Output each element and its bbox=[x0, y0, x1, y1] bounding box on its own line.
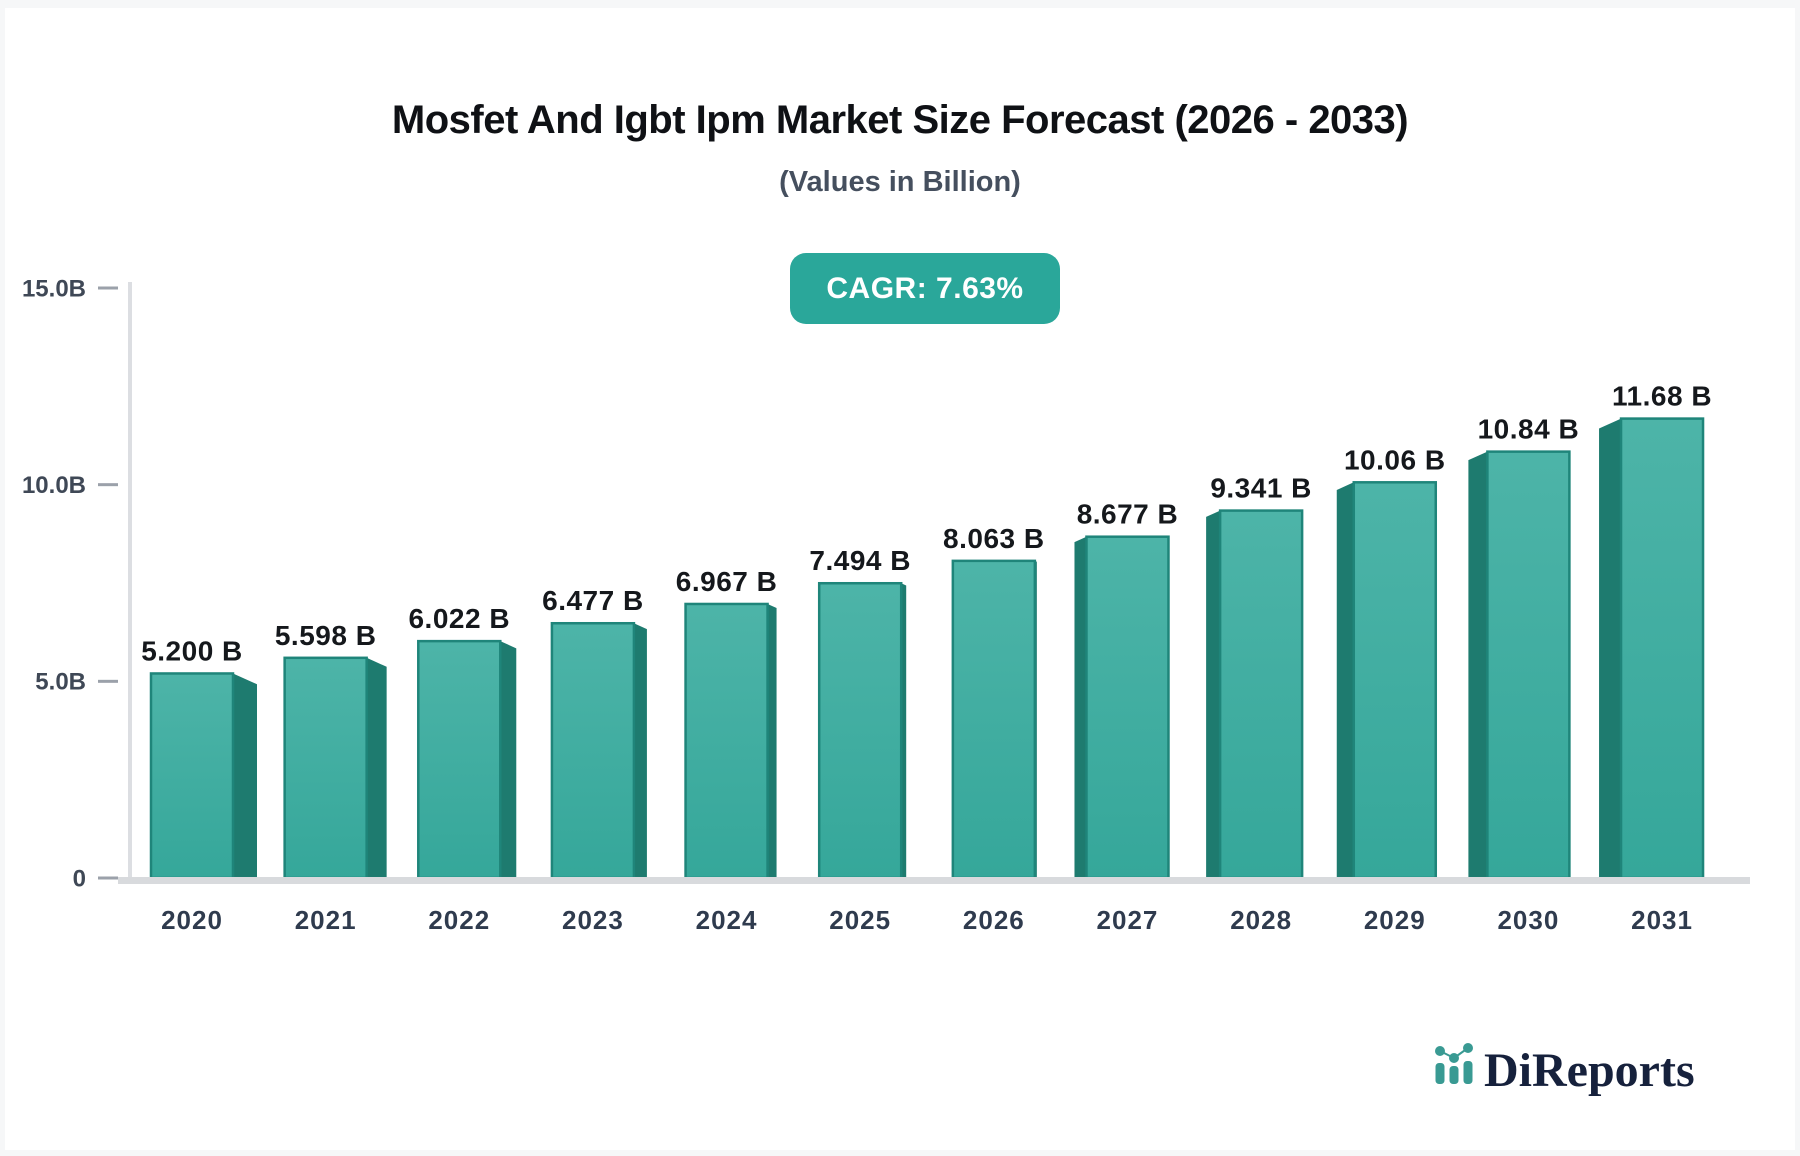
x-tick-label: 2028 bbox=[1230, 905, 1292, 935]
bar-front-face bbox=[1486, 450, 1571, 880]
x-tick-label: 2027 bbox=[1097, 905, 1159, 935]
x-tick-label: 2022 bbox=[428, 905, 490, 935]
bar-value-label: 5.200 B bbox=[141, 635, 243, 666]
x-tick-label: 2023 bbox=[562, 905, 624, 935]
y-axis-line bbox=[128, 282, 132, 881]
bar-side-face bbox=[500, 641, 517, 878]
x-tick-label: 2026 bbox=[963, 905, 1025, 935]
chart-title: Mosfet And Igbt Ipm Market Size Forecast… bbox=[391, 98, 1409, 142]
x-axis-baseline bbox=[118, 877, 1750, 884]
bar-group-2024: 6.967 B 2024 bbox=[676, 566, 778, 935]
bar-front-face bbox=[1085, 535, 1170, 880]
bar-front-face bbox=[1218, 509, 1304, 880]
bar-group-2027: 8.677 B 2027 bbox=[1074, 499, 1178, 935]
y-tick-label: 0 bbox=[73, 865, 86, 892]
bar-value-label: 6.477 B bbox=[542, 585, 644, 616]
cagr-badge: CAGR: 7.63% bbox=[790, 253, 1060, 324]
bar-front-face bbox=[550, 621, 636, 880]
bar-side-face bbox=[1468, 451, 1488, 878]
bar-side-face bbox=[1206, 510, 1221, 878]
bar-front-face bbox=[1619, 417, 1705, 880]
bar-group-2028: 9.341 B 2028 bbox=[1206, 473, 1312, 935]
bar-side-face bbox=[1074, 536, 1087, 878]
x-tick-label: 2024 bbox=[696, 905, 758, 935]
bar-group-2022: 6.022 B 2022 bbox=[408, 603, 517, 935]
x-tick-label: 2030 bbox=[1497, 905, 1559, 935]
bar-value-label: 6.967 B bbox=[676, 566, 778, 597]
bar-front-face bbox=[684, 602, 769, 880]
x-tick-label: 2021 bbox=[295, 905, 357, 935]
bar-value-label: 5.598 B bbox=[275, 620, 377, 651]
y-tick-dash bbox=[98, 876, 118, 880]
x-tick-label: 2029 bbox=[1364, 905, 1426, 935]
bar-side-face bbox=[1599, 418, 1622, 878]
y-tick-dash bbox=[98, 483, 118, 487]
bar-value-label: 9.341 B bbox=[1210, 473, 1312, 504]
brand-logo-text: DiReports bbox=[1484, 1044, 1695, 1097]
bar-group-2020: 5.200 B 2020 bbox=[141, 635, 257, 935]
bar-value-label: 10.84 B bbox=[1478, 414, 1580, 445]
bar-group-2023: 6.477 B 2023 bbox=[542, 585, 647, 935]
bar-front-face bbox=[1352, 481, 1438, 880]
bar-chart-trend-icon bbox=[1435, 1043, 1473, 1084]
y-tick-label: 5.0B bbox=[35, 669, 86, 696]
bar-group-2026: 8.063 B 2026 bbox=[943, 523, 1045, 935]
bar-value-label: 7.494 B bbox=[809, 545, 911, 576]
chart-subtitle: (Values in Billion) bbox=[779, 166, 1021, 198]
y-tick-dash bbox=[98, 286, 118, 290]
y-tick-label: 15.0B bbox=[22, 275, 86, 302]
bar-group-2029: 10.06 B 2029 bbox=[1336, 444, 1446, 935]
bar-value-label: 10.06 B bbox=[1344, 444, 1446, 475]
y-tick-label: 10.0B bbox=[22, 472, 86, 499]
bar-group-2030: 10.84 B 2030 bbox=[1468, 414, 1579, 935]
cagr-badge-label: CAGR: 7.63% bbox=[826, 271, 1024, 305]
y-tick-dash bbox=[98, 679, 118, 683]
bar-front-face bbox=[817, 581, 903, 880]
bar-value-label: 8.677 B bbox=[1077, 499, 1179, 530]
bar-side-face bbox=[1336, 482, 1354, 878]
bar-side-face bbox=[366, 657, 387, 878]
bar-group-2021: 5.598 B 2021 bbox=[275, 620, 387, 935]
bar-group-2025: 7.494 B 2025 bbox=[809, 545, 911, 935]
x-tick-label: 2025 bbox=[829, 905, 891, 935]
x-tick-label: 2020 bbox=[161, 905, 223, 935]
bar-front-face bbox=[149, 672, 235, 880]
bar-value-label: 8.063 B bbox=[943, 523, 1045, 554]
brand-logo: DiReports bbox=[1432, 1036, 1695, 1095]
bar-value-label: 11.68 B bbox=[1612, 381, 1712, 412]
bar-front-face bbox=[417, 639, 502, 880]
bar-side-face bbox=[633, 623, 647, 878]
bar-value-label: 6.022 B bbox=[408, 603, 510, 634]
bar-front-face bbox=[283, 656, 368, 880]
bar-side-face bbox=[767, 603, 777, 878]
bar-front-face bbox=[951, 559, 1037, 880]
bar-side-face bbox=[233, 673, 257, 878]
x-tick-label: 2031 bbox=[1631, 905, 1693, 935]
bar-group-2031: 11.68 B 2031 bbox=[1599, 381, 1712, 935]
